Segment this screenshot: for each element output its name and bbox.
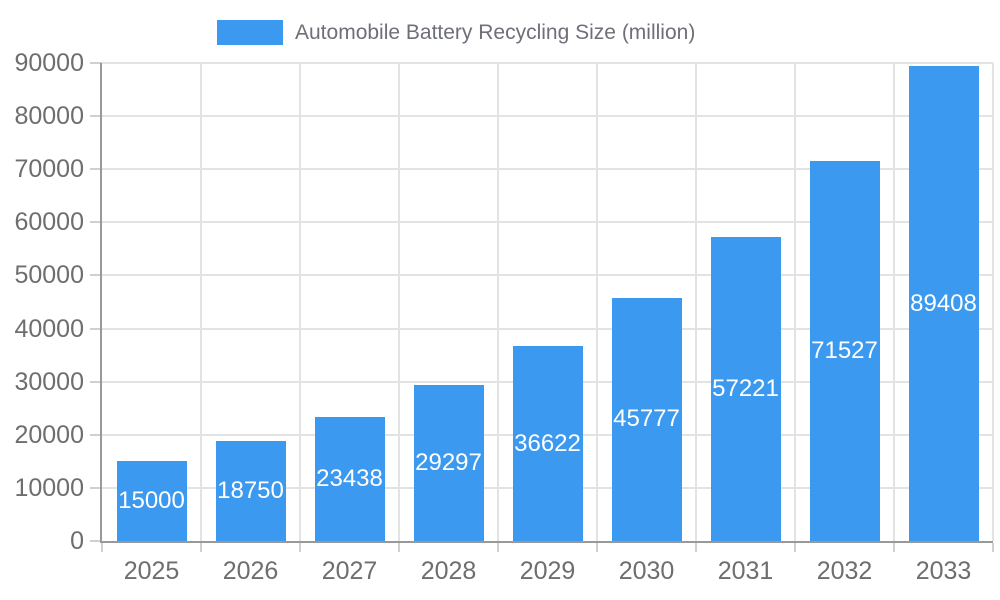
bar-value-label: 89408 (910, 289, 977, 317)
legend[interactable]: Automobile Battery Recycling Size (milli… (217, 20, 695, 45)
bar-value-label: 23438 (316, 464, 383, 492)
x-axis-tick (893, 543, 895, 552)
bar[interactable]: 18750 (215, 441, 286, 541)
bar[interactable]: 36622 (512, 346, 583, 541)
bar-value-label: 36622 (514, 429, 581, 457)
y-axis-tick (90, 380, 102, 383)
x-axis-label: 2032 (816, 557, 873, 585)
y-axis-label: 20000 (14, 420, 84, 449)
x-gridline (794, 63, 796, 541)
y-axis-tick (90, 540, 102, 542)
y-axis-line (100, 63, 102, 543)
x-gridline (992, 63, 994, 541)
bar-value-label: 15000 (118, 487, 185, 515)
x-gridline (200, 63, 202, 541)
x-gridline (398, 63, 400, 541)
x-gridline (695, 63, 697, 541)
legend-swatch-icon (217, 20, 283, 45)
x-axis-label: 2031 (717, 557, 774, 585)
y-gridline (102, 168, 993, 171)
bar-value-label: 45777 (613, 405, 680, 433)
x-gridline (596, 63, 598, 541)
x-axis-label: 2029 (519, 557, 576, 585)
y-axis-tick (90, 168, 102, 171)
y-axis-tick (90, 327, 102, 330)
x-gridline (497, 63, 499, 541)
bar[interactable]: 45777 (611, 297, 682, 541)
x-gridline (299, 63, 301, 541)
x-axis-label: 2026 (222, 557, 279, 585)
y-gridline (102, 221, 993, 224)
y-axis-label: 60000 (14, 208, 84, 237)
y-axis-tick (90, 115, 102, 118)
y-axis-tick (90, 274, 102, 277)
x-axis-tick (101, 543, 103, 552)
bar[interactable]: 57221 (710, 237, 781, 541)
y-gridline (102, 115, 993, 118)
bar[interactable]: 71527 (809, 161, 880, 541)
bar[interactable]: 29297 (413, 385, 484, 541)
y-axis-label: 80000 (14, 102, 84, 131)
x-axis-line (100, 541, 993, 543)
y-axis-label: 0 (70, 527, 84, 555)
x-axis-tick (200, 543, 202, 552)
y-axis-label: 70000 (14, 155, 84, 184)
y-axis-tick (90, 486, 102, 489)
y-gridline (102, 327, 993, 330)
x-axis-tick (497, 543, 499, 552)
x-axis-label: 2030 (618, 557, 675, 585)
bar-value-label: 57221 (712, 375, 779, 403)
bar-value-label: 29297 (415, 449, 482, 477)
x-gridline (893, 63, 895, 541)
legend-label: Automobile Battery Recycling Size (milli… (295, 21, 696, 44)
x-axis-tick (695, 543, 697, 552)
x-axis-label: 2028 (420, 557, 477, 585)
y-axis-label: 10000 (14, 473, 84, 502)
y-gridline (102, 62, 993, 64)
y-axis-label: 90000 (14, 49, 84, 77)
x-axis-tick (596, 543, 598, 552)
x-axis-tick (992, 543, 994, 552)
bar[interactable]: 15000 (116, 461, 187, 541)
x-axis-label: 2025 (123, 557, 180, 585)
y-axis-label: 30000 (14, 367, 84, 396)
y-axis-tick (90, 62, 102, 64)
y-axis-tick (90, 433, 102, 436)
y-gridline (102, 274, 993, 277)
x-axis-tick (398, 543, 400, 552)
x-axis-label: 2027 (321, 557, 378, 585)
y-axis-label: 50000 (14, 261, 84, 290)
bar-value-label: 18750 (217, 477, 284, 505)
bar[interactable]: 23438 (314, 416, 385, 541)
x-axis-label: 2033 (915, 557, 972, 585)
x-axis-tick (794, 543, 796, 552)
y-axis-label: 40000 (14, 314, 84, 343)
x-axis-tick (299, 543, 301, 552)
y-axis-tick (90, 221, 102, 224)
bar[interactable]: 89408 (908, 66, 979, 541)
bar-value-label: 71527 (811, 337, 878, 365)
